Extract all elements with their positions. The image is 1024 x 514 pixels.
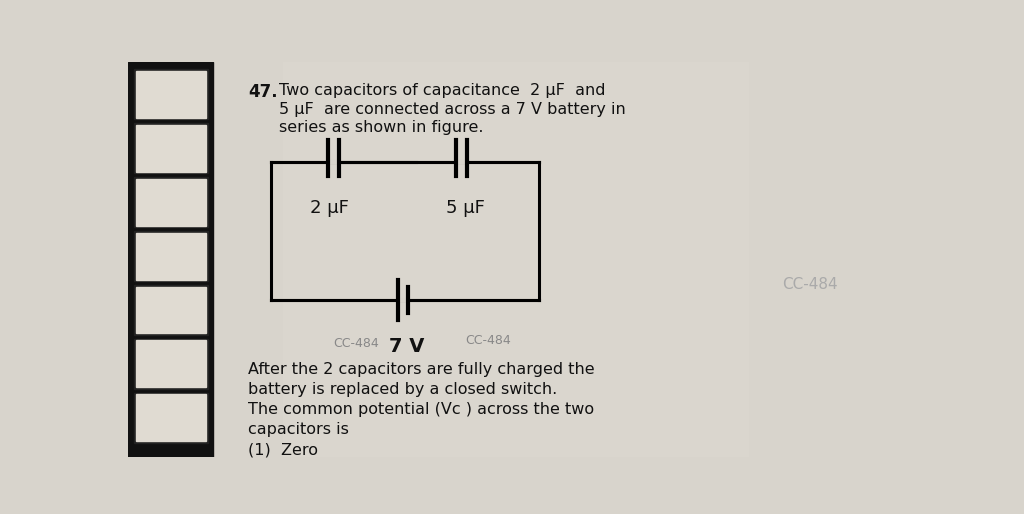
Bar xyxy=(213,62,922,457)
Bar xyxy=(136,394,206,442)
Text: 47.: 47. xyxy=(248,83,278,101)
Bar xyxy=(134,177,208,227)
Bar xyxy=(136,340,206,388)
Bar xyxy=(134,285,208,335)
Text: After the 2 capacitors are fully charged the: After the 2 capacitors are fully charged… xyxy=(248,362,595,377)
Text: capacitors is: capacitors is xyxy=(248,422,349,437)
Bar xyxy=(136,233,206,280)
Bar xyxy=(136,286,206,334)
Text: CC-484: CC-484 xyxy=(782,277,838,292)
Text: The common potential (Vᴄ ) across the two: The common potential (Vᴄ ) across the tw… xyxy=(248,402,594,417)
Text: 5 μF: 5 μF xyxy=(445,199,484,217)
Bar xyxy=(136,125,206,172)
Bar xyxy=(136,179,206,226)
Text: CC-484: CC-484 xyxy=(334,337,380,351)
Text: series as shown in figure.: series as shown in figure. xyxy=(280,120,483,135)
Bar xyxy=(134,339,208,389)
Bar xyxy=(134,123,208,173)
Text: 2 μF: 2 μF xyxy=(310,199,349,217)
Text: (1)  Zero: (1) Zero xyxy=(248,442,318,457)
Bar xyxy=(134,393,208,443)
Text: 5 μF  are connected across a 7 V battery in: 5 μF are connected across a 7 V battery … xyxy=(280,102,626,117)
Bar xyxy=(134,69,208,119)
Bar xyxy=(134,231,208,281)
Text: CC-484: CC-484 xyxy=(466,334,511,347)
Bar xyxy=(128,62,213,457)
Text: Two capacitors of capacitance  2 μF  and: Two capacitors of capacitance 2 μF and xyxy=(280,83,605,98)
Bar xyxy=(136,71,206,118)
Text: battery is replaced by a closed switch.: battery is replaced by a closed switch. xyxy=(248,382,557,397)
Bar xyxy=(283,62,748,457)
Text: 7 V: 7 V xyxy=(389,337,425,356)
